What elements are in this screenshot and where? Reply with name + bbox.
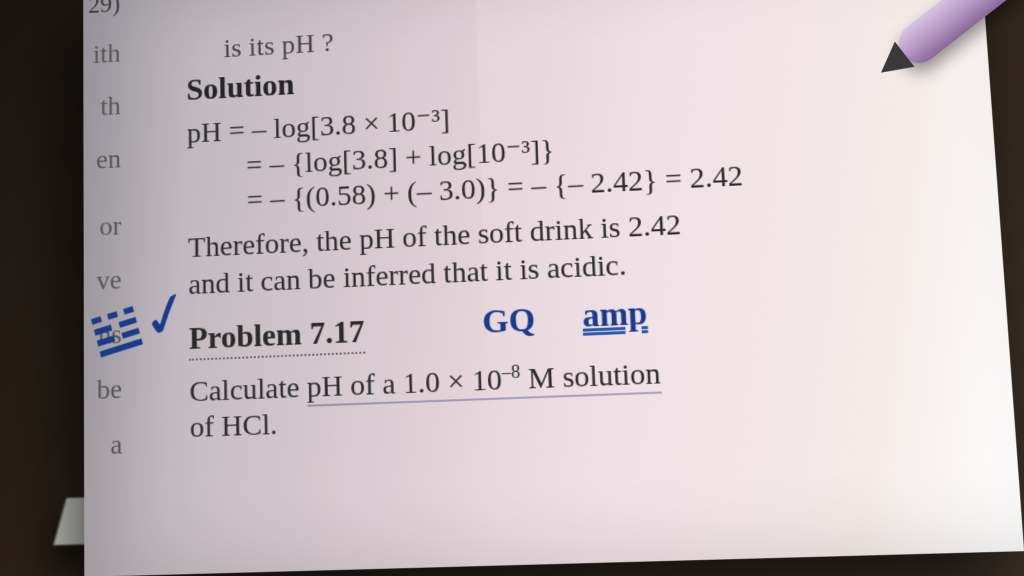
margin-word: be bbox=[36, 369, 122, 414]
margin-word: or bbox=[37, 206, 122, 250]
question-number: 29) bbox=[37, 0, 120, 26]
left-margin-fragments: 29) ith th en or ve ns be a bbox=[36, 0, 122, 483]
margin-word: th bbox=[37, 87, 121, 131]
margin-word: a bbox=[36, 425, 122, 470]
textbook-page: 29) ith th en or ve ns be a is its pH ? … bbox=[83, 0, 1024, 576]
handwritten-annotation-amp: amp bbox=[582, 295, 649, 336]
margin-word: ith bbox=[37, 34, 121, 78]
margin-word: en bbox=[37, 140, 121, 184]
handwritten-annotation-gq: GQ bbox=[482, 302, 536, 342]
calc-prefix: Calculate bbox=[189, 371, 307, 408]
scene: 29) ith th en or ve ns be a is its pH ? … bbox=[0, 0, 1024, 576]
problem-label: Problem 7.17 bbox=[189, 313, 365, 361]
